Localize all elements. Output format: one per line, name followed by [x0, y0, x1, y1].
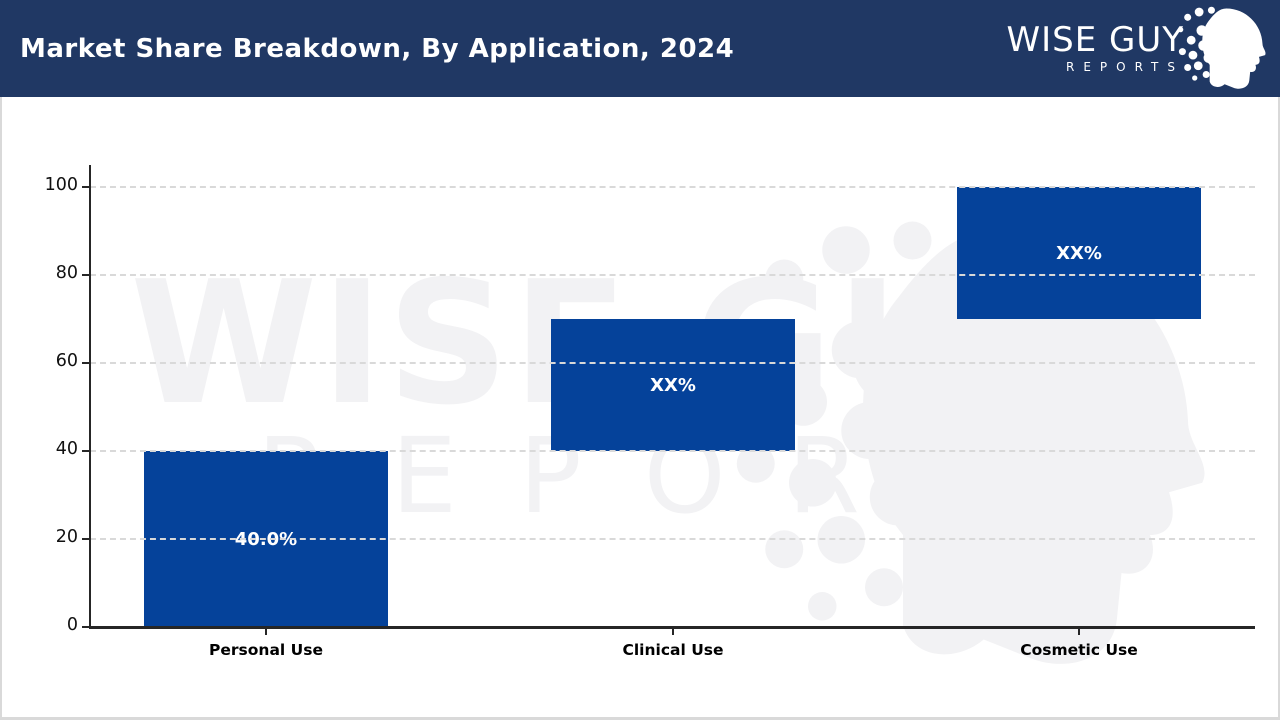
bar-cosmetic-use: XX% [957, 187, 1201, 319]
grid-line [90, 538, 1255, 540]
page-title: Market Share Breakdown, By Application, … [20, 33, 735, 64]
y-axis-line [89, 165, 91, 629]
logo-wordmark: WISE GUY [1006, 20, 1184, 61]
x-tick-mark [265, 628, 267, 635]
grid-line [90, 274, 1255, 276]
chart-area: WISE GUY REPORTS 02040608010040.0%Person… [0, 97, 1280, 720]
bar-value-label: XX% [650, 374, 696, 396]
logo-text: WISE GUY REPORTS [1006, 20, 1184, 74]
y-tick-label: 40 [55, 439, 78, 459]
bar-value-label: XX% [1056, 242, 1102, 264]
y-tick-label: 100 [44, 175, 78, 195]
x-tick-label: Cosmetic Use [1020, 641, 1138, 659]
x-tick-label: Clinical Use [622, 641, 724, 659]
y-tick-mark [82, 186, 90, 188]
grid-line [90, 362, 1255, 364]
y-tick-mark [82, 362, 90, 364]
grid-line [90, 450, 1255, 452]
y-tick-label: 80 [55, 263, 78, 283]
bar-clinical-use: XX% [551, 319, 795, 451]
x-tick-mark [1078, 628, 1080, 635]
plot-region: 0 20 40 60 80 100 40.0% Personal Use XX% Clinical… [2, 97, 1278, 717]
y-tick-mark [82, 274, 90, 276]
logo-face-icon [1178, 6, 1266, 89]
logo-subtitle: REPORTS [1065, 59, 1184, 74]
y-tick-label: 0 [66, 615, 78, 635]
grid-line [90, 186, 1255, 188]
page-header: Market Share Breakdown, By Application, … [0, 0, 1280, 97]
y-tick-label: 20 [55, 527, 78, 547]
y-tick-mark [82, 538, 90, 540]
y-tick-label: 60 [55, 351, 78, 371]
x-tick-label: Personal Use [209, 641, 323, 659]
y-tick-mark [82, 450, 90, 452]
x-tick-mark [672, 628, 674, 635]
y-tick-mark [82, 626, 90, 628]
brand-logo: WISE GUY REPORTS [1006, 4, 1274, 93]
watermark-face-icon [732, 221, 1205, 664]
x-axis-line [89, 626, 1255, 629]
